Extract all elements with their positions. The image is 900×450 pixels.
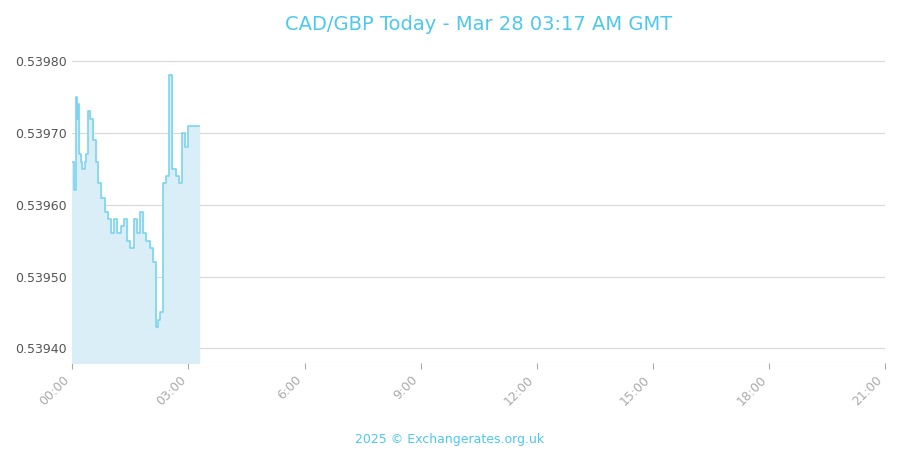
- Text: 2025 © Exchangerates.org.uk: 2025 © Exchangerates.org.uk: [356, 432, 544, 446]
- Title: CAD/GBP Today - Mar 28 03:17 AM GMT: CAD/GBP Today - Mar 28 03:17 AM GMT: [285, 15, 672, 34]
